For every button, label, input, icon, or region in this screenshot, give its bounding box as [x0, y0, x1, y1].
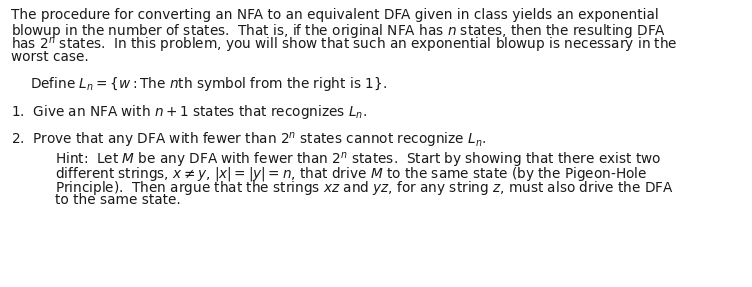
- Text: Hint:  Let $M$ be any DFA with fewer than $2^n$ states.  Start by showing that t: Hint: Let $M$ be any DFA with fewer than…: [55, 151, 661, 170]
- Text: Define $L_n = \{w : \mathrm{The\ }n\mathrm{th\ symbol\ from\ the\ right\ is\ }1\: Define $L_n = \{w : \mathrm{The\ }n\math…: [30, 75, 387, 93]
- Text: blowup in the number of states.  That is, if the original NFA has $n$ states, th: blowup in the number of states. That is,…: [11, 22, 666, 40]
- Text: different strings, $x \neq y$, $|x| = |y| = n$, that drive $M$ to the same state: different strings, $x \neq y$, $|x| = |y…: [55, 165, 647, 183]
- Text: to the same state.: to the same state.: [55, 193, 180, 207]
- Text: The procedure for converting an NFA to an equivalent DFA given in class yields a: The procedure for converting an NFA to a…: [11, 8, 659, 22]
- Text: 2.  Prove that any DFA with fewer than $2^n$ states cannot recognize $L_n$.: 2. Prove that any DFA with fewer than $2…: [11, 131, 487, 150]
- Text: has $2^n$ states.  In this problem, you will show that such an exponential blowu: has $2^n$ states. In this problem, you w…: [11, 36, 678, 55]
- Text: 1.  Give an NFA with $n+1$ states that recognizes $L_n$.: 1. Give an NFA with $n+1$ states that re…: [11, 103, 367, 121]
- Text: worst case.: worst case.: [11, 50, 89, 64]
- Text: Principle).  Then argue that the strings $xz$ and $yz$, for any string $z$, must: Principle). Then argue that the strings …: [55, 179, 674, 197]
